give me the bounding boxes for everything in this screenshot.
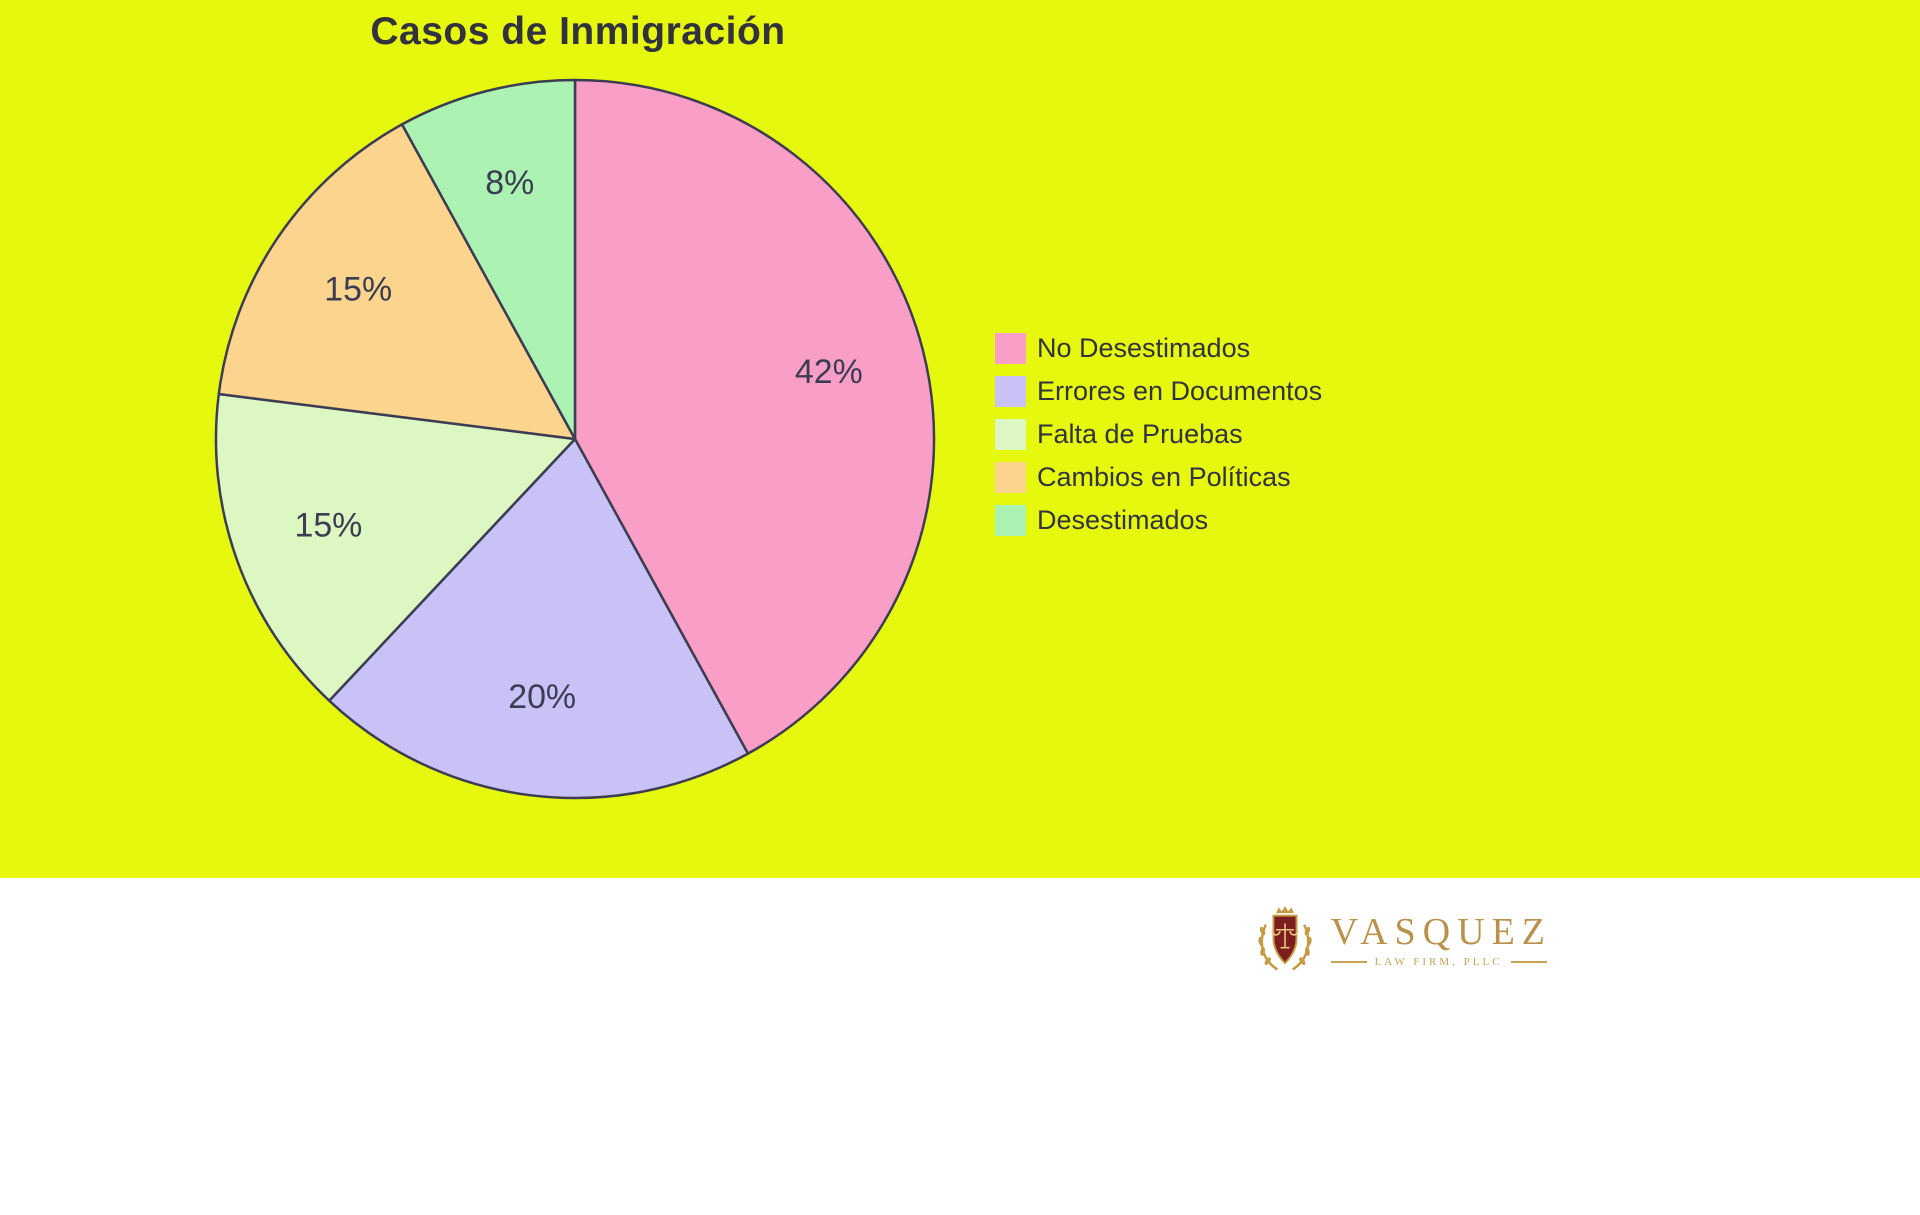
pie-slice-1	[327, 437, 750, 800]
brand-tagline-row: LAW FIRM, PLLC	[1330, 955, 1552, 968]
legend-swatch	[995, 462, 1026, 493]
legend-item: Falta de Pruebas	[995, 419, 1322, 450]
legend-label: No Desestimados	[1037, 333, 1251, 363]
pie-slice-3	[217, 123, 577, 441]
scales-of-justice-icon	[1270, 923, 1299, 949]
law-firm-logo: VASQUEZ LAW FIRM, PLLC	[1253, 904, 1552, 976]
legend-swatch	[995, 333, 1026, 364]
brand-tagline: LAW FIRM, PLLC	[1374, 955, 1503, 968]
brand-name: VASQUEZ	[1330, 910, 1552, 953]
legend-label: Cambios en Políticas	[1037, 462, 1291, 492]
footer: VASQUEZ LAW FIRM, PLLC	[0, 878, 1920, 1215]
legend-item: Cambios en Políticas	[995, 462, 1322, 493]
tagline-rule-right	[1510, 960, 1547, 963]
vasquez-crest-icon	[1257, 906, 1312, 971]
legend: No Desestimados Errores en Documentos Falt…	[995, 333, 1322, 548]
legend-item: Desestimados	[995, 505, 1322, 536]
legend-label: Desestimados	[1037, 505, 1209, 535]
pie-slice-percent-label: 15%	[294, 507, 362, 545]
pie-slice-percent-label: 15%	[324, 271, 392, 309]
legend-label: Errores en Documentos	[1037, 376, 1323, 406]
chart-title: Casos de Inmigración	[370, 10, 786, 53]
legend-label: Falta de Pruebas	[1037, 419, 1243, 449]
pie-slice-4	[400, 78, 577, 441]
pie-slice-percent-label: 20%	[508, 678, 576, 716]
legend-item: No Desestimados	[995, 333, 1322, 364]
pie-chart: 42% 20% 15% 15% 8%	[214, 78, 936, 800]
legend-swatch	[995, 505, 1026, 536]
pie-slice-0	[573, 78, 936, 755]
pie-slice-percent-label: 8%	[485, 164, 534, 202]
pie-slice-2	[214, 392, 577, 702]
brand-text: VASQUEZ LAW FIRM, PLLC	[1330, 910, 1552, 968]
pie-slice-percent-label: 42%	[795, 353, 863, 391]
legend-item: Errores en Documentos	[995, 376, 1322, 407]
legend-swatch	[995, 419, 1026, 450]
legend-swatch	[995, 376, 1026, 407]
laurel-leaves-icon	[1257, 926, 1312, 966]
chart-area: Casos de Inmigración 42% 20% 15% 15% 8% No D…	[0, 0, 1920, 878]
tagline-rule-left	[1330, 960, 1367, 963]
